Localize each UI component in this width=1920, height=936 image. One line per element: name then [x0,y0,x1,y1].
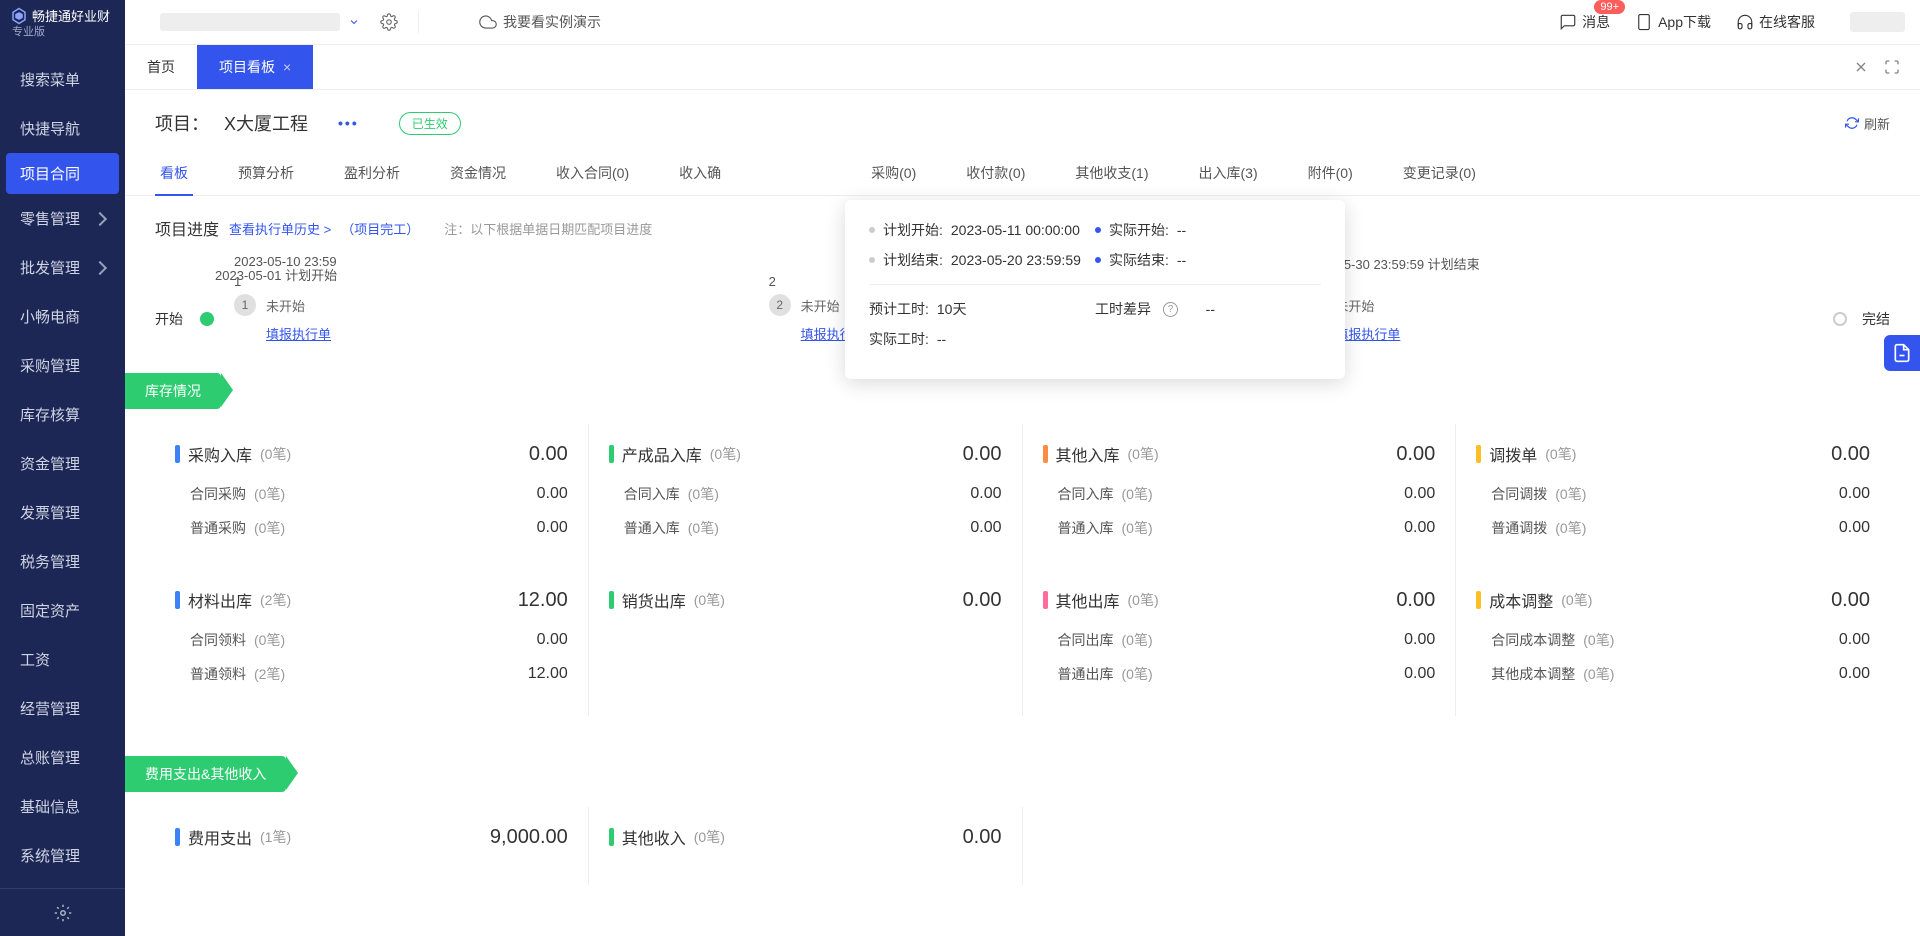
refresh-button[interactable]: 刷新 [1845,114,1890,133]
sidebar-logo: 畅捷通好业财 专业版 [0,0,125,45]
top-header: 我要看实例演示 消息 99+ App下载 在线客服 [0,0,1920,45]
sidebar-item[interactable]: 批发管理 [0,243,125,292]
phone-icon [1635,13,1653,31]
cs-label: 在线客服 [1759,12,1815,32]
refresh-icon [1845,116,1859,130]
status-note: （项目完工） [341,219,419,238]
tab-project-board[interactable]: 项目看板 × [197,45,313,89]
data-card: 材料出库 (2笔) 12.00 合同领料(0笔)0.00普通领料(2笔)12.0… [155,570,589,716]
timeline-start-label: 开始 [155,309,200,329]
sidebar-item[interactable]: 发票管理 [0,488,125,537]
sidebar: 畅捷通好业财 专业版 搜索菜单快捷导航项目合同零售管理批发管理小畅电商采购管理库… [0,0,125,936]
org-name-placeholder [160,13,340,31]
sidebar-item[interactable]: 系统管理 [0,831,125,880]
sub-tab[interactable]: 资金情况 [445,151,511,195]
sidebar-item[interactable]: 采购管理 [0,341,125,390]
expenses-chip: 费用支出&其他收入 [125,756,286,792]
app-download-label: App下载 [1658,12,1711,32]
float-action-button[interactable] [1884,335,1920,371]
demo-link[interactable]: 我要看实例演示 [479,12,601,32]
data-card: 其他出库 (0笔) 0.00 合同出库(0笔)0.00普通出库(0笔)0.00 [1023,570,1457,716]
sidebar-item[interactable]: 零售管理 [0,194,125,243]
close-icon[interactable]: × [283,59,291,75]
sidebar-item[interactable]: 小畅电商 [0,292,125,341]
sub-tab[interactable]: 变更记录(0) [1398,151,1481,195]
project-name: X大厦工程 [224,110,308,136]
data-card: 调拨单 (0笔) 0.00 合同调拨(0笔)0.00普通调拨(0笔)0.00 [1456,424,1890,570]
data-card: 其他收入 (0笔) 0.00 [589,807,1023,885]
data-card: 采购入库 (0笔) 0.00 合同采购(0笔)0.00普通采购(0笔)0.00 [155,424,589,570]
document-icon [1892,343,1912,363]
timeline-start-dot [200,312,214,326]
logo-icon [10,7,28,25]
sub-tab[interactable]: 其他收支(1) [1070,151,1153,195]
sidebar-item[interactable]: 快捷导航 [0,104,125,153]
sub-tab[interactable]: 收入合同(0) [551,151,634,195]
fill-execution-link[interactable]: 填报执行单 [266,324,769,343]
close-icon[interactable] [1853,59,1869,75]
gear-icon[interactable] [54,904,72,922]
data-card: 销货出库 (0笔) 0.00 [589,570,1023,716]
data-card: 费用支出 (1笔) 9,000.00 [155,807,589,885]
data-card: 其他入库 (0笔) 0.00 合同入库(0笔)0.00普通入库(0笔)0.00 [1023,424,1457,570]
status-badge: 已生效 [399,112,461,135]
user-avatar[interactable] [1850,12,1905,32]
timeline-stage: 2023-05-30 23:59:59 计划结束 3 3 未开始 填报执行单 [1303,294,1838,343]
sidebar-item[interactable]: 税务管理 [0,537,125,586]
sub-tabs: 看板预算分析盈利分析资金情况收入合同(0) 收入确 采购(0) 收付款(0) 其他收支(… [125,151,1920,196]
more-actions-button[interactable]: ••• [338,115,359,131]
main-area: 首页 项目看板 × 项目： X大厦工程 ••• 已生效 刷新 看板预算分析盈利分… [125,45,1920,936]
chevron-down-icon [348,16,360,28]
sidebar-item[interactable]: 总账管理 [0,733,125,782]
expenses-grid: 费用支出 (1笔) 9,000.00 其他收入 (0笔) 0.00 [125,807,1920,915]
project-title-row: 项目： X大厦工程 ••• 已生效 刷新 [125,90,1920,151]
gear-icon[interactable] [380,13,398,31]
sidebar-item[interactable]: 工资 [0,635,125,684]
expand-icon[interactable] [1884,59,1900,75]
sub-tab[interactable]: 收付款(0) [961,151,1030,195]
messages-button[interactable]: 消息 99+ [1559,12,1610,32]
project-label: 项目： [155,110,209,136]
sidebar-item[interactable]: 基础信息 [0,782,125,831]
sidebar-item[interactable]: 资金管理 [0,439,125,488]
sub-tab[interactable]: 出入库(3) [1194,151,1263,195]
sub-tab[interactable]: 预算分析 [233,151,299,195]
tabs-bar: 首页 项目看板 × [125,45,1920,90]
org-selector[interactable] [160,13,360,31]
demo-link-text: 我要看实例演示 [503,12,601,32]
tab-home[interactable]: 首页 [125,45,197,89]
messages-label: 消息 [1582,12,1610,32]
sub-tab[interactable]: 附件(0) [1303,151,1358,195]
sidebar-footer [0,888,125,936]
sidebar-item[interactable]: 库存核算 [0,390,125,439]
sidebar-menu: 搜索菜单快捷导航项目合同零售管理批发管理小畅电商采购管理库存核算资金管理发票管理… [0,45,125,888]
logo-subtitle: 专业版 [12,23,115,39]
inventory-grid: 采购入库 (0笔) 0.00 合同采购(0笔)0.00普通采购(0笔)0.00 … [125,424,1920,746]
data-card: 产成品入库 (0笔) 0.00 合同入库(0笔)0.00普通入库(0笔)0.00 [589,424,1023,570]
sub-tab[interactable]: 收入确 [674,151,726,195]
sub-tab[interactable]: 盈利分析 [339,151,405,195]
timeline-stage: 2023-05-10 23:59 1 1 未开始 填报执行单 [234,294,769,343]
sidebar-item[interactable]: 固定资产 [0,586,125,635]
fill-execution-link[interactable]: 填报执行单 [1335,324,1838,343]
inventory-chip: 库存情况 [125,373,221,409]
progress-title: 项目进度 [155,216,219,240]
app-download-button[interactable]: App下载 [1635,12,1711,32]
history-link[interactable]: 查看执行单历史 > [229,219,331,238]
tooltip-popup: 计划开始: 2023-05-11 00:00:00 实际开始: -- 计划结束:… [845,200,1345,379]
help-icon[interactable]: ? [1163,302,1178,317]
sidebar-item[interactable]: 项目合同 [6,153,119,194]
customer-service-button[interactable]: 在线客服 [1736,12,1815,32]
sub-tab[interactable]: 看板 [155,151,193,195]
sidebar-item[interactable]: 搜索菜单 [0,55,125,104]
sub-tab[interactable]: 采购(0) [866,151,921,195]
timeline-end-label: 完结 [1862,309,1890,329]
headset-icon [1736,13,1754,31]
messages-badge: 99+ [1594,0,1625,14]
data-card: 成本调整 (0笔) 0.00 合同成本调整(0笔)0.00其他成本调整(0笔)0… [1456,570,1890,716]
cloud-icon [479,13,497,31]
message-icon [1559,13,1577,31]
progress-note: 注：以下根据单据日期匹配项目进度 [444,219,652,238]
sidebar-item[interactable]: 经营管理 [0,684,125,733]
